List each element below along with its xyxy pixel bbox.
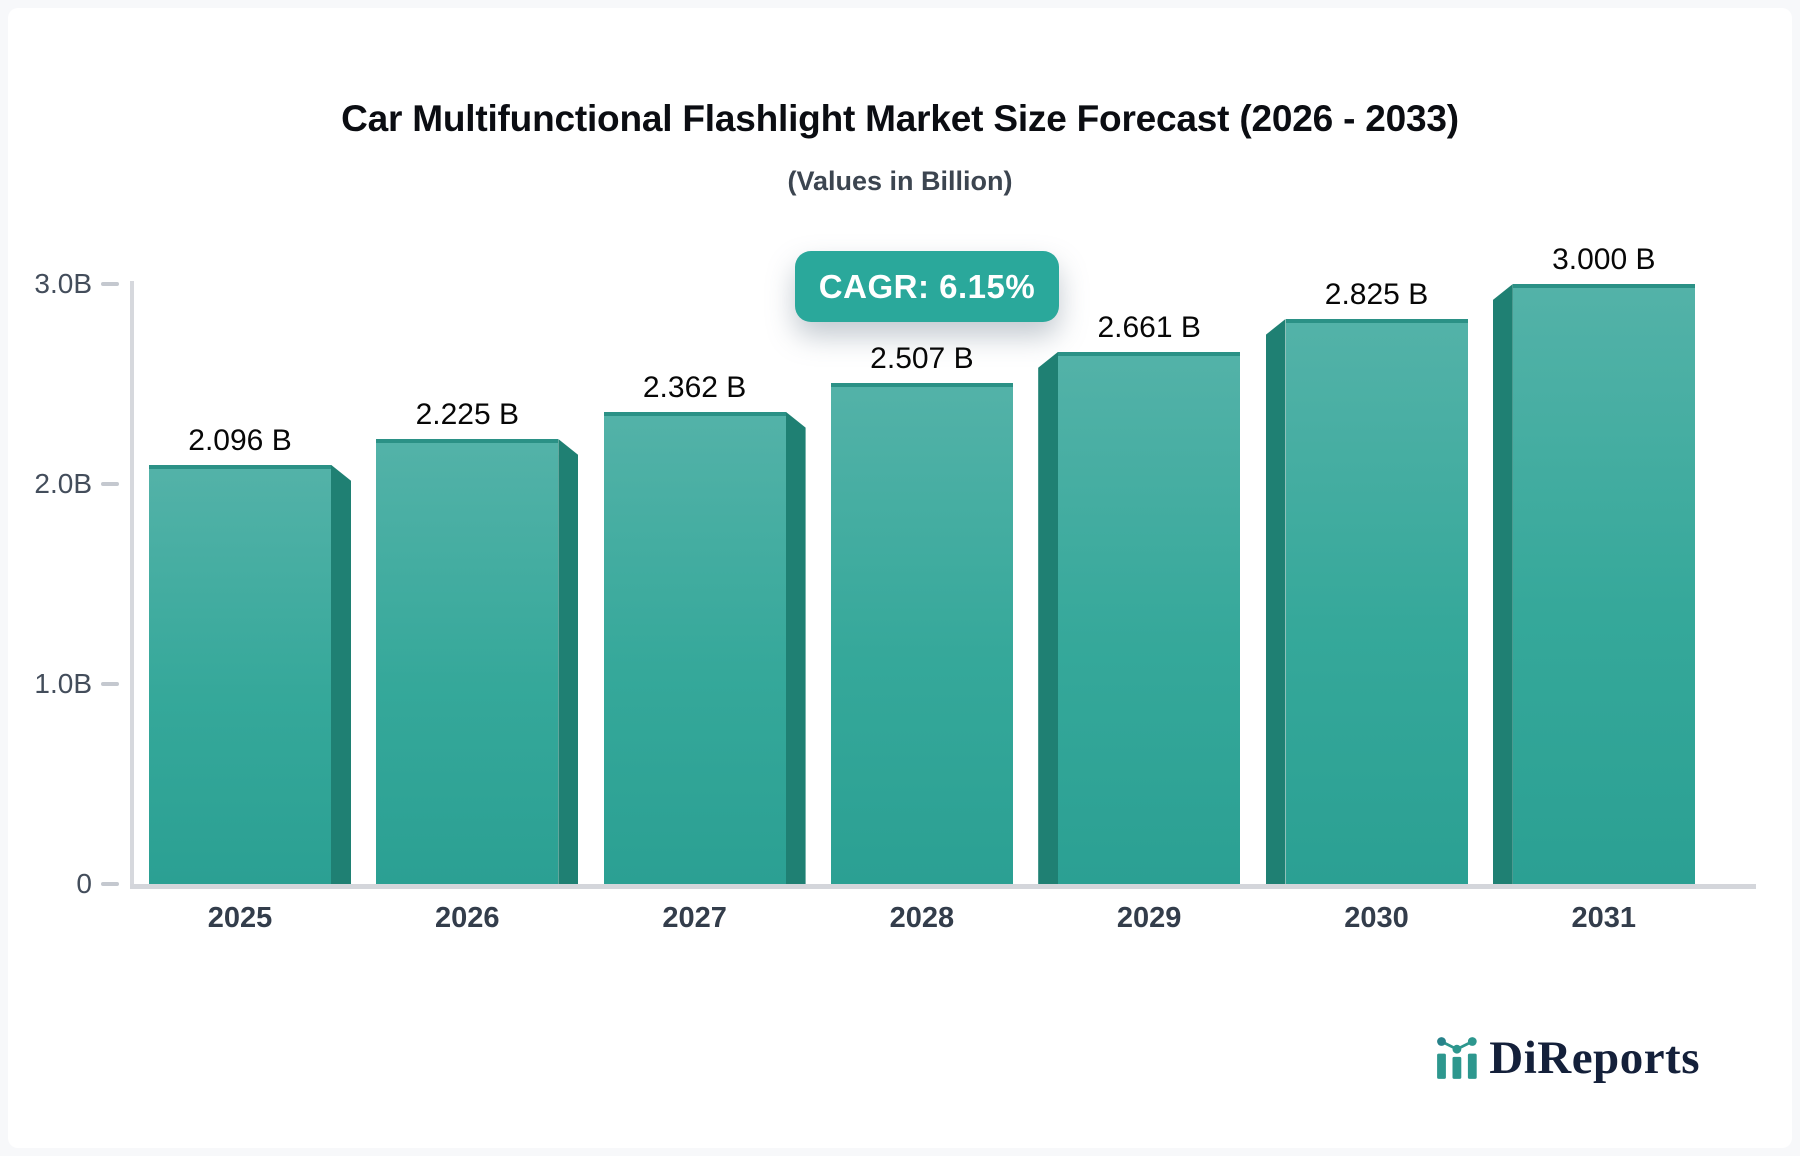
direports-logo-icon bbox=[1437, 1037, 1477, 1079]
y-axis-line bbox=[130, 281, 134, 888]
direports-logo: DiReports bbox=[1436, 1032, 1700, 1084]
bar-side-face bbox=[558, 439, 579, 884]
x-tick-label: 2029 bbox=[1116, 902, 1182, 934]
bar-2026 bbox=[376, 439, 559, 884]
bar-2028 bbox=[830, 382, 1013, 884]
bar-2029 bbox=[1058, 351, 1241, 884]
x-tick-label: 2028 bbox=[889, 902, 955, 934]
bar-2027 bbox=[603, 411, 786, 884]
chart-title: Car Multifunctional Flashlight Market Si… bbox=[341, 98, 1459, 139]
x-tick-label: 2030 bbox=[1344, 902, 1409, 934]
y-tick-label: 2.0B bbox=[34, 468, 92, 499]
y-tick-dash bbox=[101, 482, 119, 486]
bar-side-face bbox=[1492, 284, 1513, 884]
bar-2025 bbox=[149, 464, 331, 884]
cagr-badge: CAGR: 6.15% bbox=[795, 251, 1059, 322]
bar-2031 bbox=[1512, 284, 1695, 884]
x-axis-line bbox=[130, 884, 1756, 889]
y-tick-dash bbox=[101, 282, 119, 286]
bar-value-label: 2.096 B bbox=[188, 423, 292, 457]
x-tick-label: 2031 bbox=[1571, 902, 1637, 934]
x-tick-label: 2025 bbox=[207, 902, 273, 934]
bar-side-face bbox=[1038, 351, 1059, 884]
bar-side-face bbox=[785, 411, 806, 884]
bar-value-label: 2.825 B bbox=[1324, 278, 1429, 311]
bar-value-label: 2.225 B bbox=[415, 398, 519, 431]
chart-subtitle: (Values in Billion) bbox=[787, 166, 1013, 196]
bar-side-face bbox=[1265, 319, 1286, 884]
bar-side-face bbox=[331, 464, 351, 884]
x-tick-label: 2027 bbox=[662, 902, 727, 934]
bar-value-label: 3.000 B bbox=[1552, 243, 1656, 276]
x-tick-label: 2026 bbox=[435, 902, 500, 934]
bar-value-label: 2.661 B bbox=[1097, 310, 1201, 344]
y-tick-dash bbox=[101, 882, 119, 886]
y-tick-label: 0 bbox=[76, 868, 92, 899]
y-tick-label: 3.0B bbox=[34, 268, 92, 299]
bar-value-label: 2.507 B bbox=[870, 341, 974, 375]
bar-2030 bbox=[1285, 319, 1468, 884]
direports-logo-text: DiReports bbox=[1489, 1032, 1700, 1084]
y-tick-label: 1.0B bbox=[34, 668, 92, 699]
bar-value-label: 2.362 B bbox=[642, 370, 747, 404]
y-tick-dash bbox=[101, 682, 119, 686]
